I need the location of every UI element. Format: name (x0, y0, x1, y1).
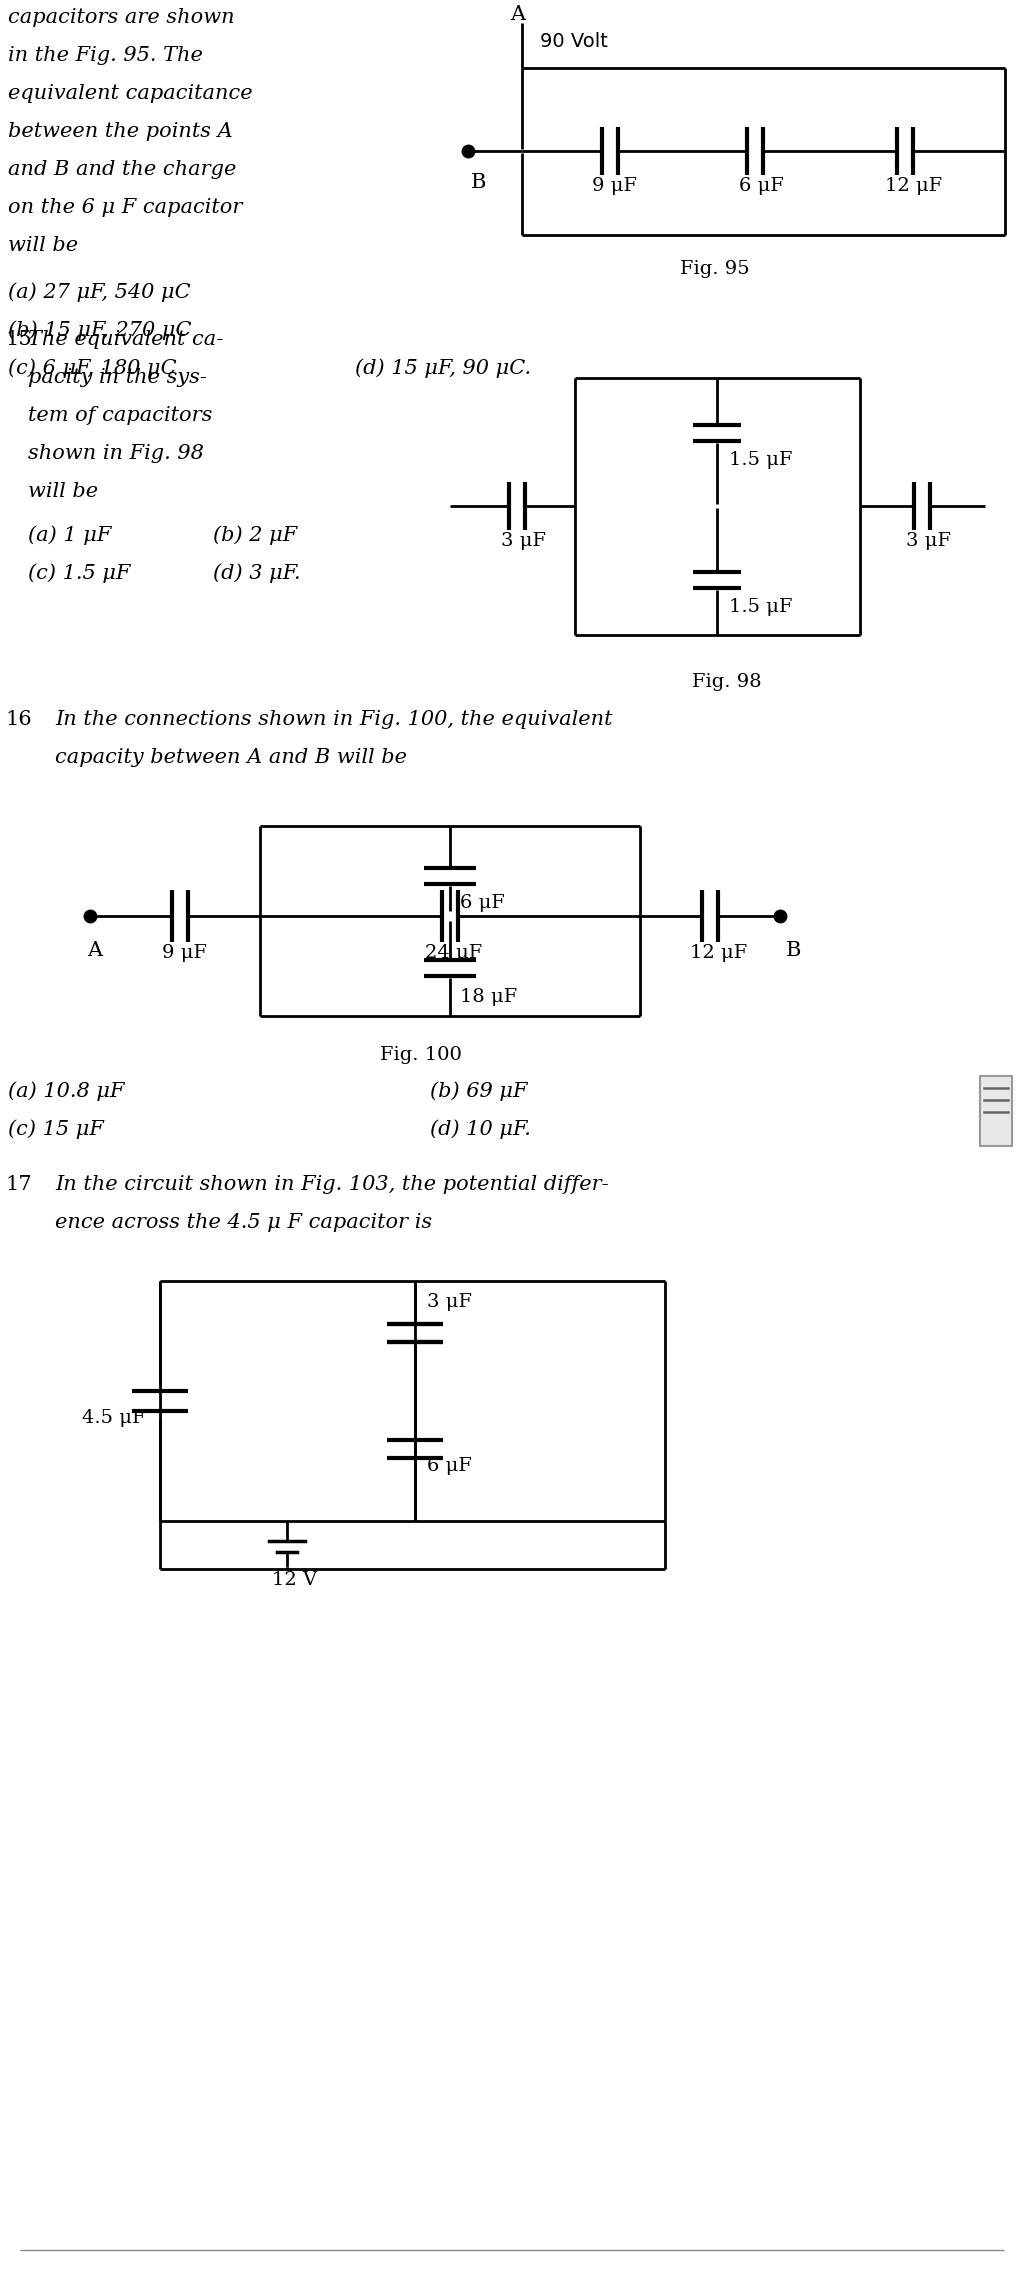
Text: 12 V: 12 V (272, 1572, 317, 1588)
Text: 15: 15 (5, 330, 32, 348)
Text: B: B (786, 942, 802, 960)
Text: 4.5 μF: 4.5 μF (82, 1408, 145, 1426)
Text: 6 μF: 6 μF (739, 177, 784, 196)
Text: B: B (471, 173, 486, 191)
Text: 1.5 μF: 1.5 μF (729, 598, 793, 617)
Text: In the connections shown in Fig. 100, the equivalent: In the connections shown in Fig. 100, th… (55, 710, 612, 728)
Text: Fig. 100: Fig. 100 (380, 1046, 462, 1065)
Text: on the 6 μ F capacitor: on the 6 μ F capacitor (8, 198, 243, 216)
Text: 24 μF: 24 μF (425, 944, 482, 962)
Text: capacity between A and B will be: capacity between A and B will be (55, 748, 407, 767)
Text: The equivalent ca-: The equivalent ca- (28, 330, 223, 348)
Text: A: A (510, 5, 525, 25)
Text: (a) 1 μF: (a) 1 μF (28, 526, 112, 544)
Text: 3 μF: 3 μF (906, 532, 951, 551)
Text: pacity in the sys-: pacity in the sys- (28, 369, 207, 387)
Text: between the points A: between the points A (8, 123, 232, 141)
Text: equivalent capacitance: equivalent capacitance (8, 84, 253, 102)
Text: tem of capacitors: tem of capacitors (28, 405, 212, 425)
Text: (b) 2 μF: (b) 2 μF (213, 526, 297, 544)
Text: (c) 1.5 μF: (c) 1.5 μF (28, 562, 130, 582)
Text: (d) 3 μF.: (d) 3 μF. (213, 562, 301, 582)
Text: 9 μF: 9 μF (592, 177, 637, 196)
Text: 16: 16 (5, 710, 32, 728)
Text: Fig. 98: Fig. 98 (692, 673, 762, 692)
Text: (b) 69 μF: (b) 69 μF (430, 1081, 527, 1101)
Text: (c) 15 μF: (c) 15 μF (8, 1119, 103, 1140)
Text: will be: will be (8, 237, 78, 255)
Text: 6 μF: 6 μF (460, 894, 505, 912)
Text: (a) 27 μF, 540 μC: (a) 27 μF, 540 μC (8, 282, 190, 303)
Text: 17: 17 (5, 1174, 32, 1194)
Text: and B and the charge: and B and the charge (8, 159, 237, 180)
Text: (a) 10.8 μF: (a) 10.8 μF (8, 1081, 125, 1101)
Text: 6 μF: 6 μF (427, 1456, 472, 1474)
Text: 12 μF: 12 μF (885, 177, 942, 196)
Text: capacitors are shown: capacitors are shown (8, 9, 234, 27)
Text: 18 μF: 18 μF (460, 987, 517, 1006)
Text: (c) 6 μF, 180 μC: (c) 6 μF, 180 μC (8, 357, 176, 378)
Text: ence across the 4.5 μ F capacitor is: ence across the 4.5 μ F capacitor is (55, 1213, 432, 1233)
Text: in the Fig. 95. The: in the Fig. 95. The (8, 46, 203, 66)
Text: (d) 10 μF.: (d) 10 μF. (430, 1119, 530, 1140)
Text: 3 μF: 3 μF (501, 532, 546, 551)
Text: 1.5 μF: 1.5 μF (729, 450, 793, 469)
Text: Fig. 95: Fig. 95 (680, 259, 750, 278)
Text: 3 μF: 3 μF (427, 1292, 472, 1310)
Text: 90 Volt: 90 Volt (540, 32, 608, 50)
Text: 12 μF: 12 μF (690, 944, 748, 962)
Text: 9 μF: 9 μF (162, 944, 207, 962)
Text: (d) 15 μF, 90 μC.: (d) 15 μF, 90 μC. (355, 357, 531, 378)
Bar (980, 1076, 1012, 1147)
Text: will be: will be (28, 482, 98, 500)
Text: shown in Fig. 98: shown in Fig. 98 (28, 444, 204, 464)
Text: (b) 15 μF, 270 μC: (b) 15 μF, 270 μC (8, 321, 191, 339)
Text: A: A (87, 942, 102, 960)
Text: In the circuit shown in Fig. 103, the potential differ-: In the circuit shown in Fig. 103, the po… (55, 1174, 608, 1194)
